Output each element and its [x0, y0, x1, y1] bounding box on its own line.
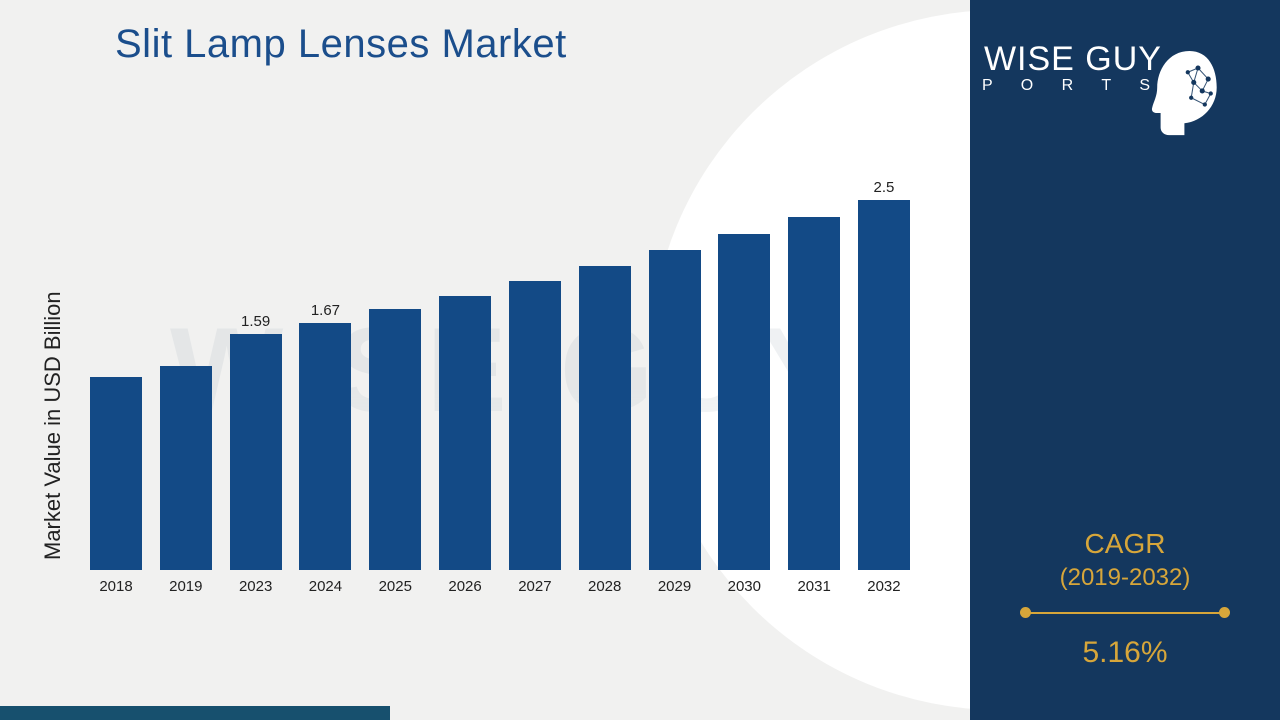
x-axis-tick: 2032: [858, 578, 910, 595]
bar-column: 1.3: [90, 356, 142, 570]
brand-logo: WISE GUY R E P O R T S: [903, 28, 1252, 94]
bar-column: 2.38: [788, 196, 840, 570]
bar: [299, 323, 351, 570]
x-axis-tick: 2031: [788, 578, 840, 595]
bar-value-label: 1.67: [311, 302, 340, 319]
x-axis-tick: 2030: [718, 578, 770, 595]
head-network-icon: [1147, 46, 1232, 141]
x-axis-tick: 2023: [230, 578, 282, 595]
chart-canvas: Slit Lamp Lenses Market WISE GUY Market …: [0, 0, 1280, 720]
bar-column: 2.16: [649, 229, 701, 570]
bar: [90, 377, 142, 570]
cagr-block: CAGR (2019-2032) 5.16%: [1010, 528, 1240, 670]
bar-value-label: 1.59: [241, 313, 270, 330]
bar: [439, 296, 491, 570]
bar-column: 1.59: [230, 313, 282, 570]
cagr-range: (2019-2032): [1010, 564, 1240, 592]
bar: [160, 366, 212, 570]
x-axis: 2018 2019 2023 2024 2025 2026 2027 2028 2029 2030…: [90, 578, 910, 595]
bar-column: 1.85: [439, 275, 491, 570]
bar: [649, 250, 701, 570]
bar-column: 2.05: [579, 245, 631, 570]
chart-area: Slit Lamp Lenses Market WISE GUY Market …: [0, 0, 970, 720]
x-axis-tick: 2018: [90, 578, 142, 595]
y-axis-label: Market Value in USD Billion: [40, 291, 66, 560]
bars-container: 1.3 1.38 1.59 1.67 1.76 1.85 1.95 2.05 2.16 2.27 2…: [90, 170, 910, 570]
cagr-divider: [1025, 612, 1225, 614]
bar-column: 1.38: [160, 345, 212, 570]
x-axis-tick: 2024: [299, 578, 351, 595]
bar-column: 2.5: [858, 179, 910, 570]
bar-column: 1.95: [509, 260, 561, 570]
bar: [858, 200, 910, 570]
bar: [579, 266, 631, 570]
bar: [718, 234, 770, 570]
x-axis-tick: 2025: [369, 578, 421, 595]
logo-sub-text: R E P O R T S: [903, 78, 1162, 94]
x-axis-tick: 2019: [160, 578, 212, 595]
x-axis-tick: 2028: [579, 578, 631, 595]
bar: [230, 334, 282, 570]
x-axis-tick: 2027: [509, 578, 561, 595]
x-axis-tick: 2029: [649, 578, 701, 595]
bar-value-label: 2.5: [874, 179, 895, 196]
bar: [788, 217, 840, 570]
bar: [369, 309, 421, 570]
cagr-value: 5.16%: [1010, 636, 1240, 670]
chart-title: Slit Lamp Lenses Market: [115, 22, 567, 67]
x-axis-tick: 2026: [439, 578, 491, 595]
logo-main-text: WISE GUY: [903, 42, 1162, 76]
bar-column: 1.67: [299, 302, 351, 570]
bar: [509, 281, 561, 570]
bar-column: 2.27: [718, 213, 770, 570]
bottom-accent-bar: [0, 706, 390, 720]
bar-column: 1.76: [369, 288, 421, 570]
cagr-title: CAGR: [1010, 528, 1240, 560]
